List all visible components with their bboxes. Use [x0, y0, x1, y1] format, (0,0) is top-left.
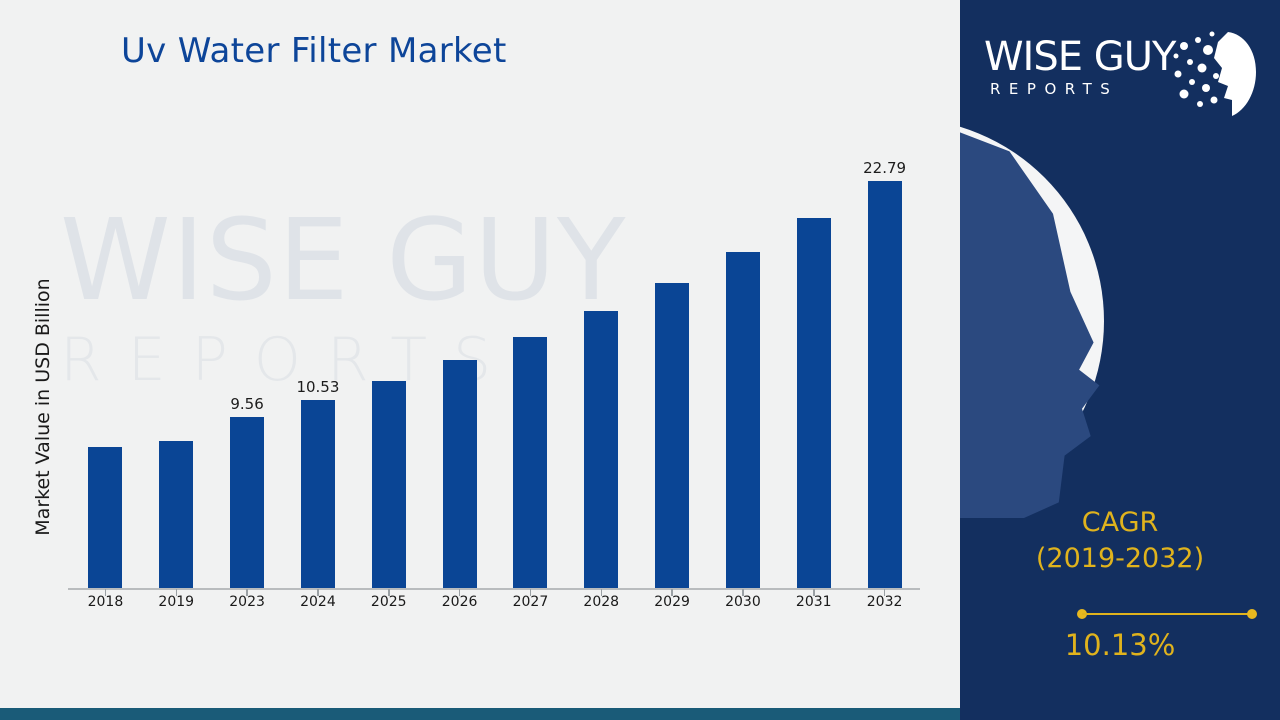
- x-axis-tick-label: 2025: [370, 594, 407, 610]
- x-axis-tick-label: 2027: [512, 594, 549, 610]
- brand-panel: WISE GUY REPORTS CAGR (2019-2032): [960, 0, 1280, 720]
- divider-rule: [1082, 613, 1252, 615]
- x-axis-tick-label: 2032: [866, 594, 903, 610]
- x-axis-tick-label: 2026: [441, 594, 478, 610]
- bottom-accent-strip: [0, 708, 960, 720]
- x-axis-tick: [246, 589, 248, 596]
- cagr-label: CAGR: [1081, 507, 1159, 538]
- x-axis-tick-label: 2028: [583, 594, 620, 610]
- x-axis-tick-label: 2031: [795, 594, 832, 610]
- bar[interactable]: [655, 283, 690, 588]
- chart-panel: WISE GUY REPORTS Uv Water Filter Market …: [32, 31, 920, 610]
- x-axis-tick: [671, 589, 673, 596]
- bar[interactable]: [230, 417, 265, 588]
- cagr-divider: [1077, 609, 1257, 619]
- bar-group[interactable]: [371, 380, 406, 588]
- x-axis-tick: [813, 589, 815, 596]
- x-axis-tick-label: 2029: [654, 594, 690, 610]
- x-axis-tick-label: 2024: [300, 594, 336, 610]
- logo-subtext: REPORTS: [990, 80, 1119, 98]
- divider-dot-right: [1247, 609, 1257, 619]
- bar-group[interactable]: 9.56: [230, 395, 265, 588]
- logo-wordmark: WISE GUY: [984, 34, 1176, 80]
- bar-group[interactable]: [159, 440, 194, 588]
- x-axis-tick-label: 2030: [725, 594, 761, 610]
- cagr-value: 10.13%: [1064, 628, 1176, 662]
- bar[interactable]: [371, 380, 406, 588]
- brand-logo: WISE GUY REPORTS: [974, 28, 1266, 120]
- bar-value-label: 10.53: [296, 377, 340, 396]
- cagr-block: CAGR (2019-2032): [960, 505, 1280, 576]
- cagr-period: (2019-2032): [1035, 542, 1205, 574]
- x-axis-tick-label: 2023: [229, 594, 265, 610]
- bar[interactable]: [796, 218, 831, 588]
- x-axis-tick-label: 2019: [158, 594, 195, 610]
- x-axis-tick: [529, 589, 532, 596]
- bar-plot-area: 9.56 10.53 22.79: [70, 150, 920, 588]
- x-axis-tick: [317, 589, 319, 596]
- x-axis-tick: [883, 589, 886, 596]
- bar-group[interactable]: [725, 252, 760, 588]
- logo-face-icon: [1173, 31, 1256, 116]
- bar[interactable]: [88, 447, 123, 588]
- x-axis-line: [68, 588, 920, 590]
- bar[interactable]: [159, 440, 194, 588]
- bar-value-label: 22.79: [863, 158, 907, 177]
- bar[interactable]: [513, 336, 548, 588]
- bar-group[interactable]: [584, 311, 619, 588]
- x-axis-tick: [388, 589, 390, 596]
- x-axis-tick: [742, 589, 744, 596]
- x-axis-tick: [458, 589, 461, 596]
- bar[interactable]: [867, 180, 902, 588]
- bar-group[interactable]: 22.79: [863, 159, 906, 588]
- bar[interactable]: [584, 311, 619, 588]
- bar-group[interactable]: [513, 336, 548, 588]
- x-axis-tick-label: 2018: [87, 594, 124, 610]
- bar[interactable]: [442, 359, 477, 588]
- x-axis-tick: [175, 589, 177, 596]
- decorative-dots: [960, 118, 1104, 524]
- x-axis-tick: [600, 589, 602, 596]
- bar[interactable]: [725, 252, 760, 588]
- bar-group[interactable]: [655, 283, 690, 588]
- x-axis-tick: [104, 589, 107, 596]
- bar-group[interactable]: [796, 218, 831, 588]
- page-title: Uv Water Filter Market: [121, 31, 507, 71]
- bar-value-label: 9.56: [230, 395, 264, 414]
- bar[interactable]: [300, 399, 335, 588]
- bar-group[interactable]: 10.53: [296, 378, 339, 588]
- bar-group[interactable]: [88, 447, 123, 588]
- bar-group[interactable]: [442, 359, 477, 588]
- y-axis-label: Market Value in USD Billion: [32, 278, 54, 536]
